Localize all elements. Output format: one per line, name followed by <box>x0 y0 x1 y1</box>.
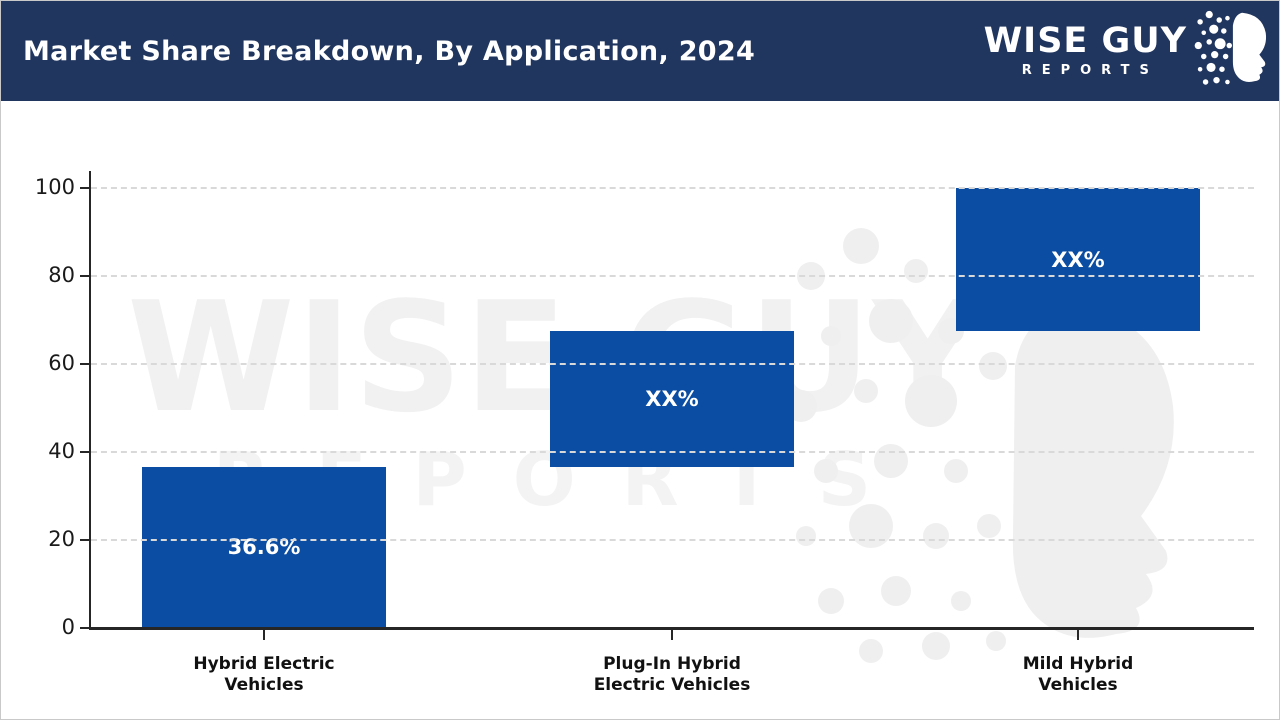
logo-text: WISE GUY REPORTS <box>983 21 1187 79</box>
y-tick-label: 100 <box>34 175 75 199</box>
plot-area: 0 20 40 60 80 100 36.6% Hybrid Electric Vehicles… <box>35 171 1256 695</box>
gridline <box>91 275 1254 277</box>
gridline <box>91 451 1254 453</box>
bar-segment: XX% <box>550 331 794 467</box>
x-tick-mark <box>1077 630 1079 640</box>
logo-wordmark: WISE GUY <box>983 21 1187 61</box>
y-tick-label: 20 <box>48 527 75 551</box>
y-tick-mark <box>80 627 89 629</box>
y-tick-label: 80 <box>48 263 75 287</box>
x-axis-line <box>89 627 1254 630</box>
logo-face-icon <box>1194 10 1267 85</box>
y-tick-label: 60 <box>48 351 75 375</box>
y-tick-label: 0 <box>61 615 75 639</box>
x-tick-mark <box>671 630 673 640</box>
bar-value-label: XX% <box>1051 247 1105 272</box>
page-title: Market Share Breakdown, By Application, … <box>23 35 756 67</box>
logo-subtitle: REPORTS <box>1021 63 1159 78</box>
bar-value-label: XX% <box>645 386 699 411</box>
x-category-label: Hybrid Electric Vehicles <box>193 653 335 695</box>
gridline <box>91 363 1254 365</box>
y-axis-spine <box>89 171 91 628</box>
gridline <box>91 539 1254 541</box>
bar-segment: 36.6% <box>142 466 386 628</box>
x-tick-mark <box>263 630 265 640</box>
x-category-label: Mild Hybrid Vehicles <box>1022 653 1134 695</box>
y-tick-mark <box>80 275 89 277</box>
header-band: Market Share Breakdown, By Application, … <box>1 1 1279 101</box>
y-tick-mark <box>80 539 89 541</box>
x-category-label: Plug-In Hybrid Electric Vehicles <box>593 653 751 695</box>
y-tick-mark <box>80 187 89 189</box>
y-tick-label: 40 <box>48 439 75 463</box>
y-tick-mark <box>80 363 89 365</box>
y-tick-mark <box>80 451 89 453</box>
gridline <box>91 187 1254 189</box>
watermark-face-icon <box>785 228 1174 663</box>
bar-segment: XX% <box>956 188 1200 331</box>
wise-guy-reports-logo: WISE GUY REPORTS <box>984 1 1273 101</box>
